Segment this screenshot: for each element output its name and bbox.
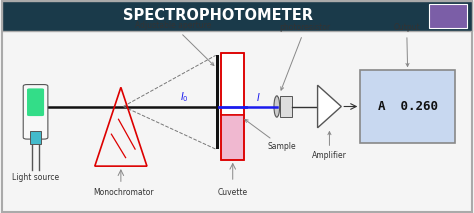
Bar xyxy=(429,4,467,28)
Text: $I_0$: $I_0$ xyxy=(181,90,189,104)
Text: A  0.260: A 0.260 xyxy=(378,100,438,113)
Ellipse shape xyxy=(274,96,280,117)
Bar xyxy=(216,55,219,149)
Text: Light source: Light source xyxy=(12,173,59,182)
Text: photoresistor: photoresistor xyxy=(280,23,331,90)
Bar xyxy=(30,131,41,144)
FancyBboxPatch shape xyxy=(23,85,48,139)
Text: SPECTROPHOTOMETER: SPECTROPHOTOMETER xyxy=(123,9,313,23)
Text: Amplifier: Amplifier xyxy=(312,132,347,160)
Polygon shape xyxy=(318,85,341,128)
Text: Cuvette: Cuvette xyxy=(218,188,248,197)
Bar xyxy=(221,53,244,160)
Bar xyxy=(280,96,292,117)
Bar xyxy=(221,53,244,115)
Bar xyxy=(360,70,455,143)
Text: Monochromator: Monochromator xyxy=(93,188,154,197)
Text: $I$: $I$ xyxy=(256,91,261,103)
Text: Sample: Sample xyxy=(245,119,296,151)
FancyBboxPatch shape xyxy=(27,88,44,116)
Bar xyxy=(221,115,244,160)
Bar xyxy=(2,1,472,31)
Text: Output: Output xyxy=(393,23,420,66)
Text: Adjustable aperture: Adjustable aperture xyxy=(135,21,214,65)
